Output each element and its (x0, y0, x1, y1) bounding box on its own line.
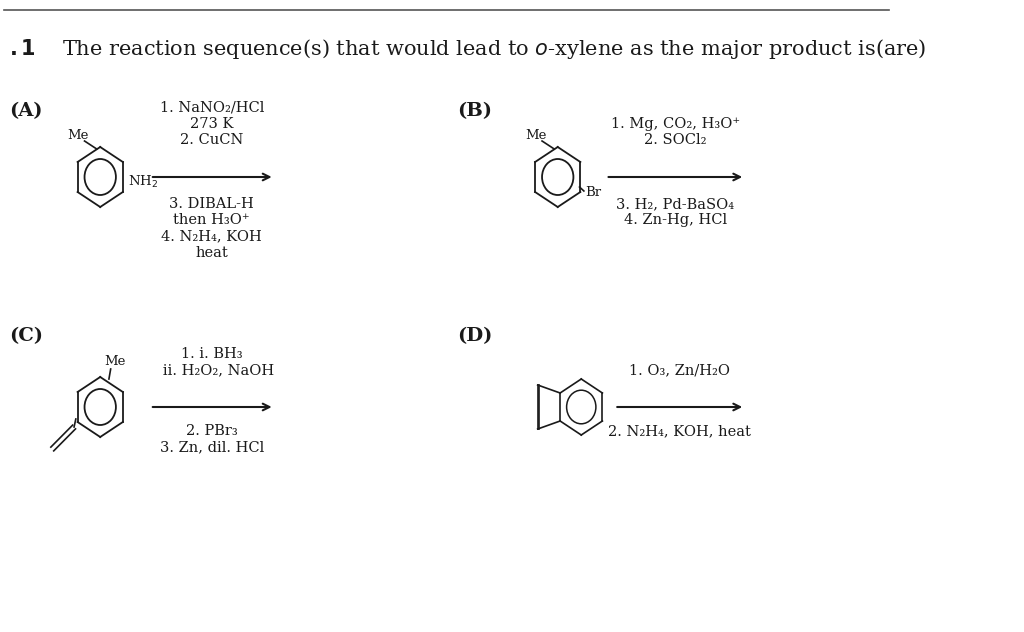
Text: (A): (A) (9, 102, 42, 120)
Text: $\bf{.1}$    The reaction sequence(s) that would lead to $\it{o}$-xylene as the : $\bf{.1}$ The reaction sequence(s) that … (9, 37, 926, 61)
Text: Me: Me (104, 355, 126, 368)
Text: 2. N₂H₄, KOH, heat: 2. N₂H₄, KOH, heat (608, 424, 752, 438)
Text: 1. i. BH₃
   ii. H₂O₂, NaOH: 1. i. BH₃ ii. H₂O₂, NaOH (150, 347, 274, 377)
Text: 2. PBr₃
3. Zn, dil. HCl: 2. PBr₃ 3. Zn, dil. HCl (160, 424, 264, 454)
Text: NH$_2$: NH$_2$ (128, 174, 159, 190)
Text: (C): (C) (9, 327, 43, 345)
Text: 3. DIBAL-H
then H₃O⁺
4. N₂H₄, KOH
heat: 3. DIBAL-H then H₃O⁺ 4. N₂H₄, KOH heat (162, 197, 262, 260)
Text: 1. NaNO₂/HCl
273 K
2. CuCN: 1. NaNO₂/HCl 273 K 2. CuCN (160, 100, 264, 147)
Text: Br: Br (586, 186, 602, 198)
Text: 1. Mg, CO₂, H₃O⁺
2. SOCl₂: 1. Mg, CO₂, H₃O⁺ 2. SOCl₂ (610, 117, 740, 147)
Text: Me: Me (525, 129, 547, 142)
Text: (B): (B) (458, 102, 493, 120)
Text: Me: Me (68, 129, 89, 142)
Text: 3. H₂, Pd-BaSO₄
4. Zn-Hg, HCl: 3. H₂, Pd-BaSO₄ 4. Zn-Hg, HCl (616, 197, 734, 227)
Text: (D): (D) (458, 327, 493, 345)
Text: 1. O₃, Zn/H₂O: 1. O₃, Zn/H₂O (629, 363, 730, 377)
